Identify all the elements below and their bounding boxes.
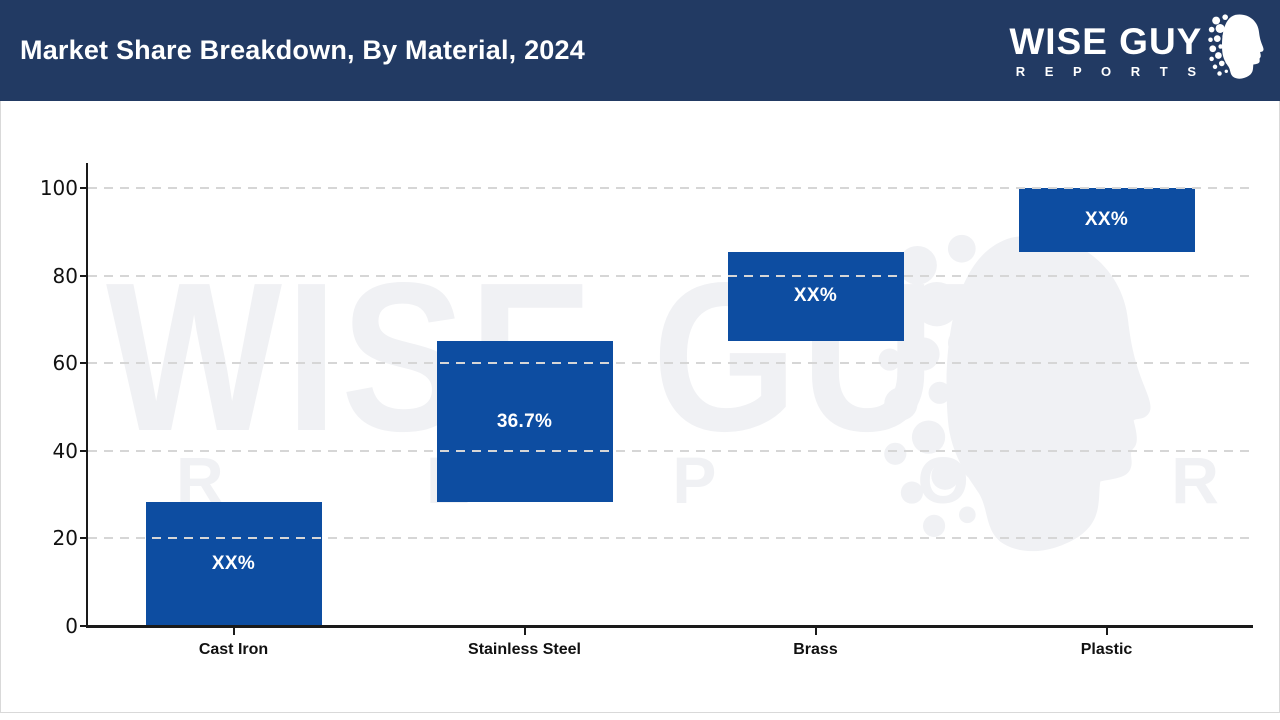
header: Market Share Breakdown, By Material, 202…	[0, 0, 1280, 101]
watermark-face-icon	[878, 234, 1151, 552]
page-title: Market Share Breakdown, By Material, 202…	[20, 35, 585, 65]
logo-subtext: R E P O R T S	[1015, 64, 1204, 79]
logo-wordmark: WISE GUY	[1009, 21, 1203, 62]
chart-area: WISE GUY R E P O R T S	[0, 101, 1280, 713]
brand-logo-text: WISE GUY R E P O R T S	[1008, 23, 1204, 78]
logo-face-icon	[1208, 13, 1264, 79]
brand-logo: WISE GUY R E P O R T S	[1008, 9, 1268, 93]
